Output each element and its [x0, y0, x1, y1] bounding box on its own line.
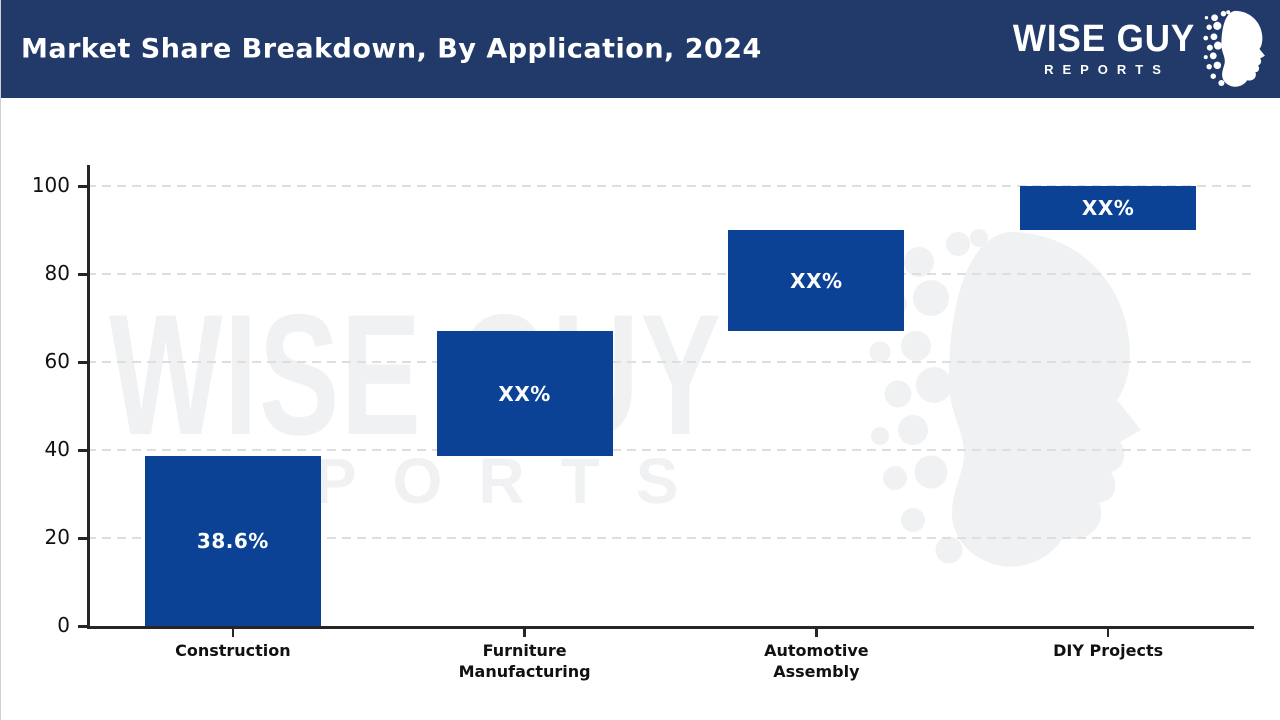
gridline-y-20	[87, 537, 1254, 539]
y-tick-label-40: 40	[44, 437, 70, 461]
y-axis-line	[87, 165, 90, 629]
chart-canvas: WISE GUY REPORTS 0 20 40 60 80 100 38.6% Constr…	[1, 98, 1280, 720]
gridline-y-60	[87, 361, 1254, 363]
y-tick-label-60: 60	[44, 349, 70, 373]
y-tick-label-80: 80	[44, 261, 70, 285]
gridline-y-40	[87, 449, 1254, 451]
bar-value-label-furniture-manufacturing: XX%	[498, 381, 551, 406]
dotted-head-profile-icon	[1203, 10, 1265, 87]
gridline-y-100	[87, 185, 1254, 187]
y-tickmark-0	[78, 625, 87, 628]
bar-value-label-construction: 38.6%	[196, 529, 269, 554]
x-axis-label-furniture-manufacturing: Furniture Manufacturing	[458, 641, 591, 681]
bar-furniture-manufacturing: XX%	[436, 331, 613, 457]
y-tick-label-0: 0	[57, 613, 70, 637]
bar-value-label-automotive-assembly: XX%	[790, 268, 843, 293]
bar-diy-projects: XX%	[1020, 186, 1197, 230]
x-tickmark-construction	[231, 629, 235, 637]
brand-logo: WISE GUY REPORTS	[1013, 6, 1269, 92]
gridline-y-80	[87, 273, 1254, 275]
header-bar: Market Share Breakdown, By Application, …	[1, 0, 1280, 98]
x-axis-label-diy-projects: DIY Projects	[1053, 641, 1164, 660]
watermark-text-line1: WISE GUY	[109, 279, 723, 471]
y-tickmark-40	[78, 449, 87, 452]
x-axis-label-automotive-assembly: Automotive Assembly	[764, 641, 869, 681]
page-title: Market Share Breakdown, By Application, …	[21, 33, 762, 65]
brand-name: WISE GUY	[1012, 18, 1196, 60]
bar-automotive-assembly: XX%	[728, 230, 905, 332]
y-tickmark-60	[78, 361, 87, 364]
y-tick-label-100: 100	[31, 173, 70, 197]
x-tickmark-automotive-assembly	[815, 629, 818, 637]
y-tickmark-80	[78, 273, 87, 276]
y-tickmark-100	[78, 185, 87, 188]
brand-logo-text: WISE GUY REPORTS	[1005, 18, 1203, 77]
bar-value-label-diy-projects: XX%	[1081, 196, 1135, 220]
x-axis-label-construction: Construction	[175, 641, 291, 660]
x-axis-line	[87, 626, 1254, 629]
y-tick-label-20: 20	[44, 525, 70, 549]
brand-subtitle: REPORTS	[1044, 61, 1170, 77]
x-tickmark-furniture-manufacturing	[523, 629, 526, 637]
y-tickmark-20	[78, 537, 87, 540]
bar-construction: 38.6%	[144, 456, 321, 626]
plot-area: 0 20 40 60 80 100 38.6% Construction XX% Furnitur…	[1, 98, 1280, 720]
x-tickmark-diy-projects	[1106, 629, 1110, 637]
